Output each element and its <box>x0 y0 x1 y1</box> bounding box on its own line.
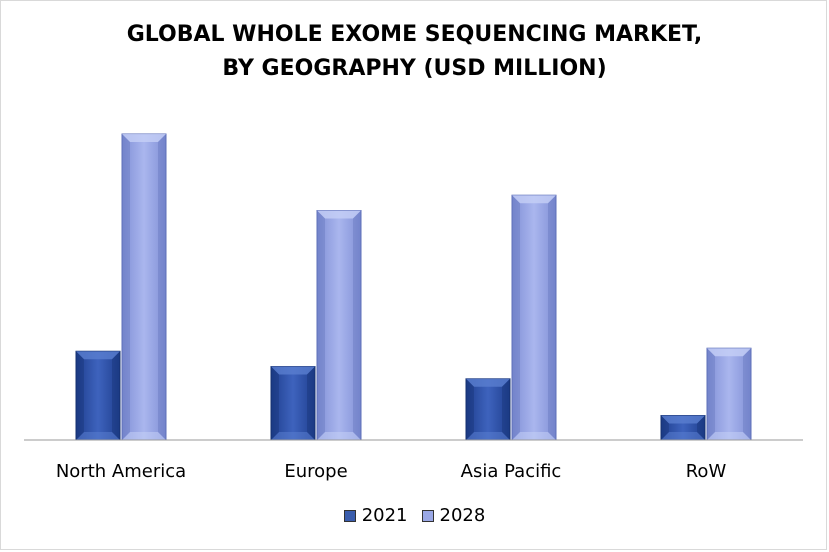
bar-2021-asia-pacific <box>465 378 511 441</box>
chart-title-line-2: BY GEOGRAPHY (USD MILLION) <box>222 56 607 81</box>
x-tick-labels: North America Europe Asia Pacific RoW <box>56 461 727 482</box>
x-tick-label: RoW <box>686 461 727 482</box>
bar-2028-north-america <box>121 133 167 441</box>
legend-swatch-2021 <box>343 509 356 522</box>
chart-title-line-1: GLOBAL WHOLE EXOME SEQUENCING MARKET, <box>126 22 703 47</box>
bar-2028-asia-pacific <box>511 194 557 441</box>
bars-group <box>75 133 752 441</box>
legend-label-2021: 2021 <box>361 505 408 526</box>
bar-2028-europe <box>316 210 362 441</box>
legend-item-2021: 2021 <box>343 505 408 526</box>
legend-item-2028: 2028 <box>421 505 486 526</box>
legend-swatch-2028 <box>421 509 434 522</box>
x-tick-label: Europe <box>284 461 347 482</box>
legend: 2021 2028 <box>0 505 829 526</box>
bar-2021-europe <box>270 366 316 441</box>
bar-2021-row <box>660 415 706 441</box>
bar-2028-row <box>706 347 752 441</box>
chart-title: GLOBAL WHOLE EXOME SEQUENCING MARKET, BY… <box>0 18 829 86</box>
bar-2021-north-america <box>75 350 121 441</box>
x-tick-label: North America <box>56 461 186 482</box>
x-tick-label: Asia Pacific <box>461 461 562 482</box>
legend-label-2028: 2028 <box>439 505 486 526</box>
